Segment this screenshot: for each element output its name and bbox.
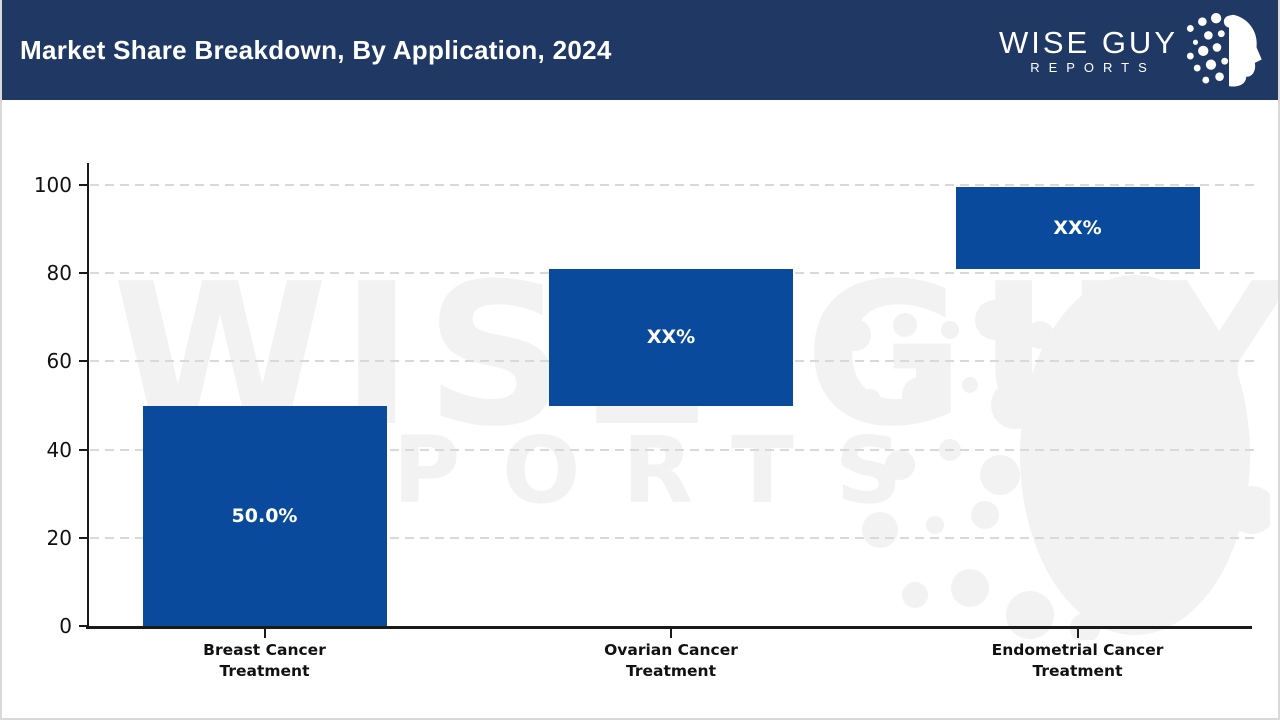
- y-tick-label: 80: [46, 261, 72, 286]
- bar-value-label: XX%: [646, 326, 696, 349]
- y-tick-mark: [79, 625, 88, 627]
- bar: 50.0%: [142, 405, 387, 626]
- x-tick-mark: [670, 629, 672, 638]
- y-tick-label: 100: [33, 173, 72, 198]
- x-category-label: Ovarian Cancer Treatment: [541, 640, 801, 682]
- wise-guy-reports-logo: WISE GUY REPORTS: [999, 9, 1280, 91]
- y-tick-label: 20: [46, 525, 72, 550]
- x-category-label: Breast Cancer Treatment: [135, 640, 395, 682]
- y-tick-mark: [79, 448, 88, 451]
- bar: XX%: [549, 268, 793, 406]
- logo-wordmark-line2: REPORTS: [1030, 59, 1156, 75]
- gridline: [90, 448, 1254, 451]
- x-category-label: Endometrial Cancer Treatment: [948, 640, 1208, 682]
- y-tick-mark: [79, 536, 88, 539]
- chart-title: Market Share Breakdown, By Application, …: [20, 34, 612, 65]
- header: Market Share Breakdown, By Application, …: [0, 0, 1280, 100]
- x-category-label-line2: Treatment: [219, 662, 310, 680]
- y-tick-label: 0: [59, 614, 72, 638]
- watermark-face-dots: [839, 275, 1270, 640]
- x-category-label-line1: Ovarian Cancer: [604, 641, 738, 659]
- logo-face-icon: [1186, 13, 1262, 87]
- y-axis: [87, 163, 89, 628]
- bar: XX%: [955, 187, 1200, 269]
- x-category-label-line1: Breast Cancer: [203, 641, 326, 659]
- y-tick-mark: [79, 360, 88, 363]
- x-category-label-line2: Treatment: [625, 662, 716, 680]
- gridline: [90, 184, 1254, 187]
- y-tick-label: 60: [46, 349, 72, 374]
- logo-wordmark-line1: WISE GUY: [998, 24, 1178, 60]
- bar-value-label: XX%: [1053, 217, 1102, 240]
- bar-chart: WISE GUY REPORTS 50.0%XX%XX% 02040608010…: [0, 100, 1280, 720]
- y-tick-label: 40: [46, 437, 72, 462]
- x-axis: [86, 626, 1252, 629]
- x-tick-mark: [263, 629, 266, 638]
- x-category-label-line1: Endometrial Cancer: [991, 641, 1164, 659]
- logo-wordmark: WISE GUY REPORTS: [998, 24, 1178, 75]
- bar-value-label: 50.0%: [231, 504, 298, 527]
- x-tick-mark: [1076, 629, 1079, 638]
- y-tick-mark: [79, 272, 88, 275]
- y-tick-mark: [79, 184, 88, 187]
- x-category-label-line2: Treatment: [1032, 662, 1123, 680]
- gridline: [90, 536, 1254, 539]
